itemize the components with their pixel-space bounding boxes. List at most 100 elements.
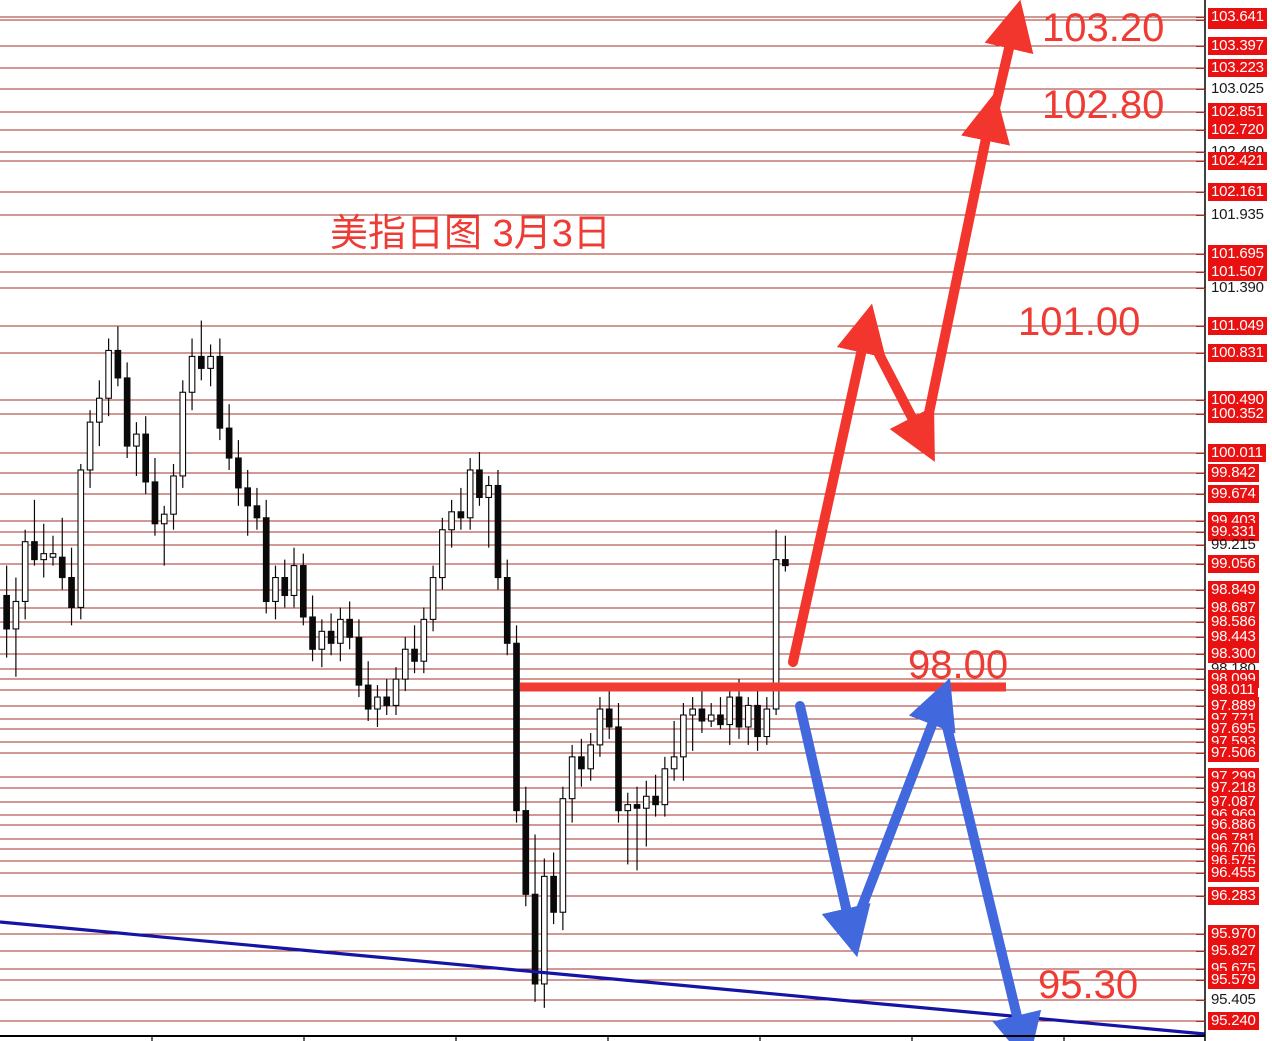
tick-stub bbox=[1196, 622, 1206, 623]
price-tick-102-720: 102.720 bbox=[1208, 121, 1267, 139]
tick-stub bbox=[1196, 654, 1206, 655]
price-tick-101-695: 101.695 bbox=[1208, 245, 1267, 263]
price-tick-99-215: 99.215 bbox=[1211, 536, 1256, 553]
tick-stub bbox=[1196, 112, 1206, 113]
tick-stub bbox=[1196, 288, 1206, 289]
tick-stub bbox=[1196, 706, 1206, 707]
price-tick-96-886: 96.886 bbox=[1208, 816, 1259, 834]
tick-stub bbox=[1196, 152, 1206, 153]
price-tick-96-455: 96.455 bbox=[1208, 864, 1259, 882]
tick-stub bbox=[1196, 849, 1206, 850]
price-tick-102-161: 102.161 bbox=[1208, 183, 1267, 201]
annotation-resistance-98-00: 98.00 bbox=[908, 643, 1009, 687]
tick-stub bbox=[1196, 1021, 1206, 1022]
tick-stub bbox=[1196, 20, 1206, 21]
price-tick-100-352: 100.352 bbox=[1208, 405, 1267, 423]
tick-stub bbox=[1196, 608, 1206, 609]
tick-stub bbox=[1196, 564, 1206, 565]
tick-stub bbox=[1196, 825, 1206, 826]
tick-stub bbox=[1196, 839, 1206, 840]
price-tick-99-056: 99.056 bbox=[1208, 555, 1259, 573]
tick-stub bbox=[1196, 272, 1206, 273]
price-tick-100-011: 100.011 bbox=[1208, 444, 1266, 462]
tick-stub bbox=[1196, 815, 1206, 816]
candlestick-series bbox=[3, 320, 789, 1008]
tick-stub bbox=[1196, 161, 1206, 162]
tick-stub bbox=[1196, 969, 1206, 970]
annotation-target-102-80: 102.80 bbox=[1042, 83, 1165, 127]
tick-stub bbox=[1196, 719, 1206, 720]
tick-stub bbox=[1196, 473, 1206, 474]
tick-stub bbox=[1196, 17, 1206, 18]
tick-stub bbox=[1196, 46, 1206, 47]
tick-stub bbox=[1196, 532, 1206, 533]
red-down-arrow-1 bbox=[863, 328, 935, 462]
price-tick-101-390: 101.390 bbox=[1211, 279, 1264, 296]
price-tick-97-218: 97.218 bbox=[1208, 779, 1259, 797]
red-up-arrow-1 bbox=[788, 303, 886, 667]
axis-frame bbox=[0, 0, 1206, 1041]
tick-stub bbox=[1196, 777, 1206, 778]
tick-stub bbox=[1196, 353, 1206, 354]
price-tick-100-831: 100.831 bbox=[1208, 344, 1267, 362]
tick-stub bbox=[1196, 192, 1206, 193]
price-tick-95-970: 95.970 bbox=[1208, 925, 1259, 943]
price-tick-102-851: 102.851 bbox=[1208, 103, 1267, 121]
annotation-target-95-30: 95.30 bbox=[1038, 963, 1139, 1007]
price-tick-96-283: 96.283 bbox=[1208, 887, 1259, 905]
price-tick-98-687: 98.687 bbox=[1208, 599, 1259, 617]
price-tick-101-507: 101.507 bbox=[1208, 263, 1267, 281]
price-tick-98-586: 98.586 bbox=[1208, 613, 1259, 631]
forecast-arrows bbox=[788, 0, 1042, 1041]
tick-stub bbox=[1196, 788, 1206, 789]
price-tick-101-935: 101.935 bbox=[1211, 206, 1264, 223]
price-tick-98-300: 98.300 bbox=[1208, 645, 1259, 663]
price-tick-100-490: 100.490 bbox=[1208, 391, 1267, 409]
price-tick-99-674: 99.674 bbox=[1208, 485, 1259, 503]
price-tick-103-397: 103.397 bbox=[1208, 37, 1267, 55]
price-tick-98-849: 98.849 bbox=[1208, 581, 1259, 599]
blue-up-arrow-1 bbox=[848, 677, 956, 935]
price-tick-98-443: 98.443 bbox=[1208, 628, 1259, 646]
price-tick-103-641: 103.641 bbox=[1208, 8, 1267, 26]
tick-stub bbox=[1196, 753, 1206, 754]
tick-stub bbox=[1196, 679, 1206, 680]
price-tick-95-405: 95.405 bbox=[1211, 991, 1256, 1008]
tick-stub bbox=[1196, 68, 1206, 69]
gridlines bbox=[0, 16, 1205, 1022]
annotation-target-101-00: 101.00 bbox=[1018, 300, 1141, 344]
blue-down-arrow-2 bbox=[937, 701, 1042, 1041]
annotation-title: 美指日图 3月3日 bbox=[330, 213, 611, 255]
tick-stub bbox=[1196, 1000, 1206, 1001]
tick-stub bbox=[1196, 590, 1206, 591]
tick-stub bbox=[1196, 980, 1206, 981]
tick-stub bbox=[1196, 861, 1206, 862]
price-tick-103-025: 103.025 bbox=[1211, 80, 1264, 97]
price-tick-99-842: 99.842 bbox=[1208, 464, 1259, 482]
price-tick-95-240: 95.240 bbox=[1208, 1012, 1259, 1030]
tick-stub bbox=[1196, 934, 1206, 935]
tick-stub bbox=[1196, 254, 1206, 255]
price-tick-101-049: 101.049 bbox=[1208, 317, 1267, 335]
tick-stub bbox=[1196, 414, 1206, 415]
tick-stub bbox=[1196, 873, 1206, 874]
price-tick-95-579: 95.579 bbox=[1208, 971, 1259, 989]
price-tick-98-011: 98.011 bbox=[1208, 681, 1258, 699]
tick-stub bbox=[1196, 637, 1206, 638]
tick-stub bbox=[1196, 89, 1206, 90]
tick-stub bbox=[1196, 545, 1206, 546]
tick-stub bbox=[1196, 130, 1206, 131]
tick-stub bbox=[1196, 896, 1206, 897]
tick-stub bbox=[1196, 669, 1206, 670]
tick-stub bbox=[1196, 729, 1206, 730]
price-tick-102-421: 102.421 bbox=[1208, 152, 1267, 170]
tick-stub bbox=[1196, 742, 1206, 743]
tick-stub bbox=[1196, 521, 1206, 522]
tick-stub bbox=[1196, 453, 1206, 454]
tick-stub bbox=[1196, 400, 1206, 401]
tick-stub bbox=[1196, 494, 1206, 495]
annotation-target-103-20: 103.20 bbox=[1042, 6, 1165, 50]
price-tick-95-827: 95.827 bbox=[1208, 942, 1259, 960]
